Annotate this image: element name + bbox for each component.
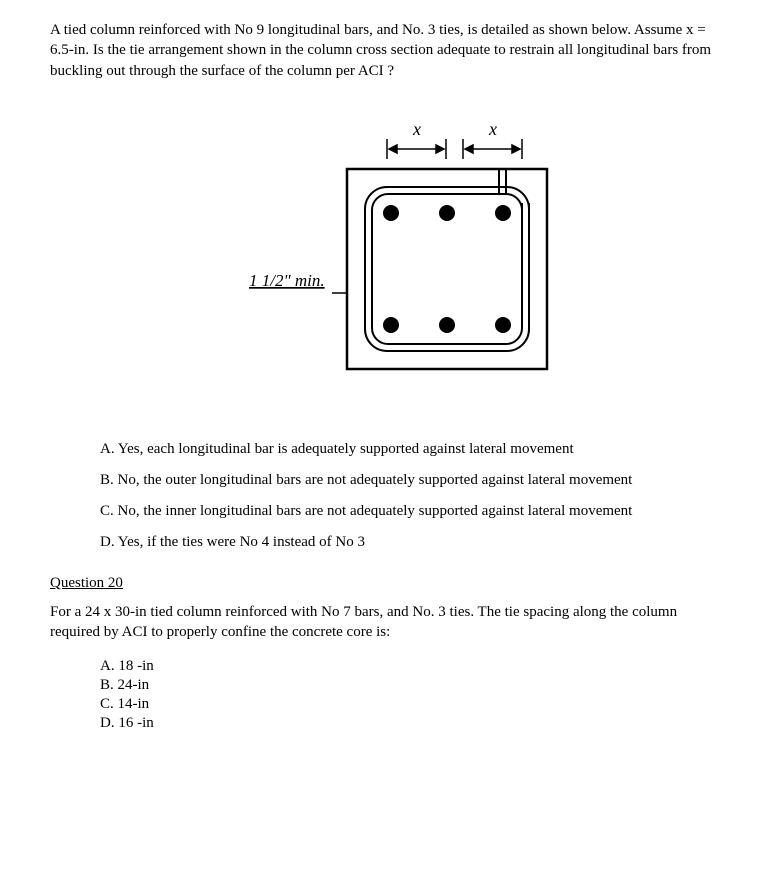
option-b: B. No, the outer longitudinal bars are n… bbox=[100, 472, 724, 489]
cover-label: 1 1/2" min. bbox=[249, 271, 325, 290]
q20-option-b: B. 24-in bbox=[100, 677, 724, 694]
question-20-text: For a 24 x 30-in tied column reinforced … bbox=[50, 602, 724, 643]
q20-option-c: C. 14-in bbox=[100, 696, 724, 713]
question-19-options: A. Yes, each longitudinal bar is adequat… bbox=[100, 441, 724, 551]
option-a: A. Yes, each longitudinal bar is adequat… bbox=[100, 441, 724, 458]
option-d: D. Yes, if the ties were No 4 instead of… bbox=[100, 534, 724, 551]
question-19-text: A tied column reinforced with No 9 longi… bbox=[50, 20, 724, 81]
option-c: C. No, the inner longitudinal bars are n… bbox=[100, 503, 724, 520]
x-label-1: x bbox=[412, 121, 421, 139]
question-20-heading: Question 20 bbox=[50, 575, 724, 592]
q20-option-d: D. 16 -in bbox=[100, 715, 724, 732]
q20-option-a: A. 18 -in bbox=[100, 658, 724, 675]
x-label-2: x bbox=[488, 121, 497, 139]
column-cross-section-figure: x x 1 1/2" min. bbox=[50, 121, 724, 401]
cross-section-svg: x x 1 1/2" min. bbox=[177, 121, 597, 401]
question-20-options: A. 18 -in B. 24-in C. 14-in D. 16 -in bbox=[100, 658, 724, 732]
